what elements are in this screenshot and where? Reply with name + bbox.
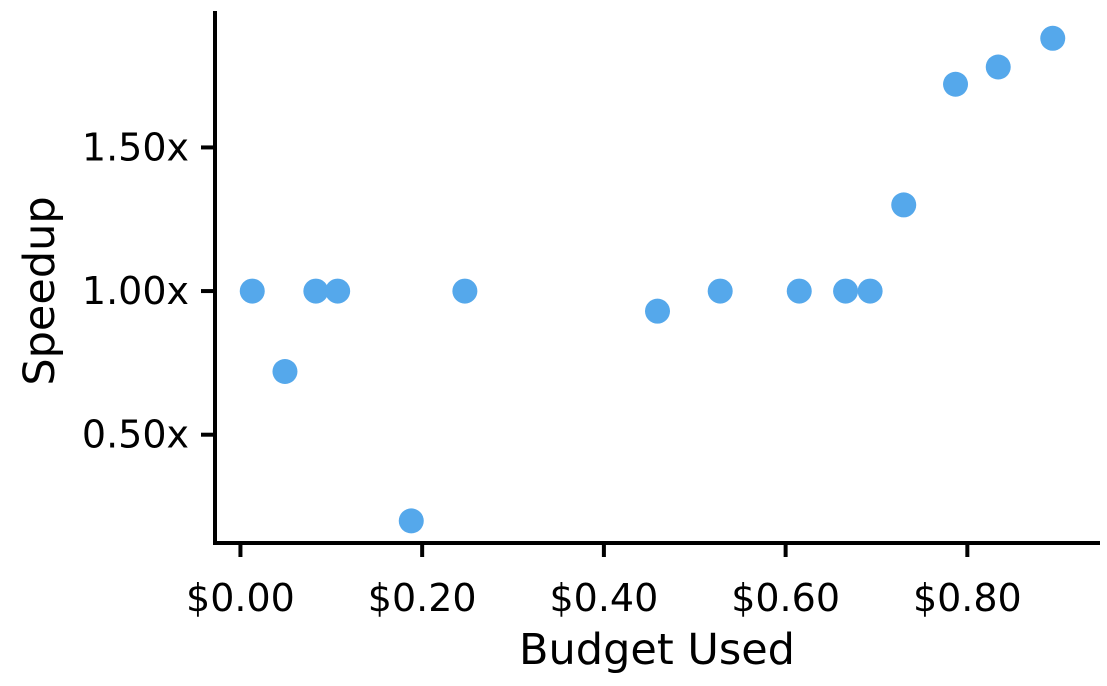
x-axis-label: Budget Used	[519, 625, 795, 675]
data-point	[1040, 25, 1066, 51]
data-point	[398, 508, 424, 534]
x-tick-label: $0.60	[731, 576, 840, 620]
data-point	[943, 71, 969, 97]
data-point	[891, 192, 917, 218]
y-tick-label: 0.50x	[82, 413, 189, 457]
axis-spines	[213, 11, 1100, 545]
y-axis-label: Speedup	[15, 196, 65, 385]
data-point	[645, 298, 670, 324]
x-tick-label: $0.80	[913, 576, 1022, 620]
data-point	[272, 359, 298, 385]
x-tick-label: $0.00	[186, 576, 295, 620]
data-point	[833, 278, 859, 304]
x-tick-label: $0.40	[549, 576, 658, 620]
data-point	[786, 278, 812, 304]
data-point	[303, 278, 329, 304]
y-tick-label: 1.50x	[82, 125, 189, 169]
y-tick-label: 1.00x	[82, 269, 189, 313]
data-point	[857, 278, 883, 304]
data-point	[452, 278, 478, 304]
x-axis-ticks: $0.00 $0.20 $0.40 $0.60 $0.80	[186, 543, 1022, 620]
data-point	[325, 278, 351, 304]
data-point	[239, 278, 265, 304]
data-point	[985, 54, 1011, 80]
y-axis-ticks: 0.50x 1.00x 1.50x	[82, 125, 215, 457]
data-point	[707, 278, 733, 304]
data-points	[239, 25, 1066, 534]
x-tick-label: $0.20	[368, 576, 477, 620]
